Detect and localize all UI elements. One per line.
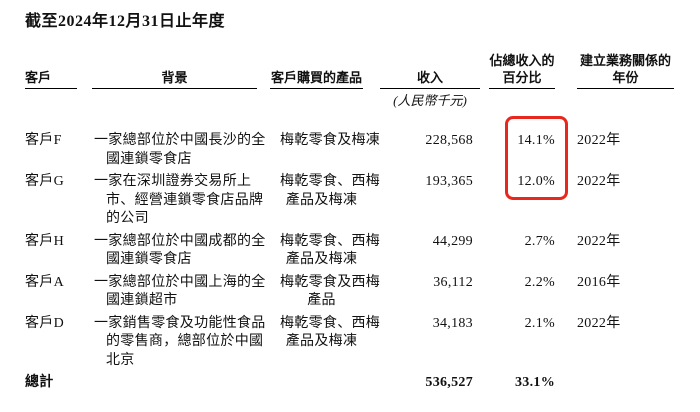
background-cell: 一家銷售零食及功能性食品 的零售商，總部位於中國 北京 [94, 315, 266, 368]
revenue-unit-label: (人民幣千元) [393, 93, 467, 108]
revenue-value: 34,183 [432, 315, 473, 331]
customer-label: 客戶A [25, 274, 65, 290]
revenue-value: 193,365 [425, 174, 473, 189]
revenue-unit-row: (人民幣千元) [25, 93, 674, 109]
customer-label: 客戶G [25, 174, 65, 189]
table-row: 客戶G 一家在深圳證券交易所上 市、經營連鎖零食店品牌 的公司 梅乾零食、西梅 產品及… [25, 173, 674, 229]
background-cell: 一家總部位於中國上海的全 國連鎖超市 [94, 274, 266, 309]
products-cell: 梅乾零食及梅凍 [280, 133, 381, 148]
header-cell-products: 客戶購買的產品 [270, 69, 363, 89]
percentage-value: 2.2% [524, 274, 555, 290]
table-row: 客戶F 一家總部位於中國長沙的全 國連鎖零食店 梅乾零食及梅凍 228,568 1… [25, 132, 674, 169]
total-revenue: 536,527 [425, 375, 473, 390]
products-cell: 梅乾零食、西梅 產品及梅凍 [280, 315, 381, 350]
revenue-value: 36,112 [433, 274, 473, 290]
background-cell: 一家總部位於中國成都的全 國連鎖零食店 [94, 233, 266, 268]
page-title: 截至2024年12月31日止年度 [25, 13, 226, 30]
year-value: 2022年 [577, 315, 621, 331]
customer-label: 客戶F [25, 133, 62, 148]
year-value: 2022年 [577, 133, 621, 148]
table-body: 客戶F 一家總部位於中國長沙的全 國連鎖零食店 梅乾零食及梅凍 228,568 1… [25, 132, 674, 370]
header-cell-background: 背景 [92, 69, 257, 89]
year-value: 2022年 [577, 233, 621, 249]
table-row: 客戶H 一家總部位於中國成都的全 國連鎖零食店 梅乾零食、西梅 產品及梅凍 44,2… [25, 233, 674, 270]
table-row: 客戶A 一家總部位於中國上海的全 國連鎖超市 梅乾零食及西梅 產品 36,112 2… [25, 274, 674, 311]
header-cell-year: 建立業務關係的 年份 [577, 52, 674, 89]
customer-label: 客戶H [25, 233, 65, 249]
percentage-value: 12.0% [517, 174, 555, 189]
percentage-value: 14.1% [517, 133, 555, 148]
header-cell-revenue: 收入 [380, 69, 480, 89]
header-cell-customer: 客戶 [25, 69, 77, 89]
total-row: 總計 536,527 33.1% [25, 374, 674, 393]
total-percentage: 33.1% [515, 375, 555, 390]
year-value: 2016年 [577, 274, 621, 290]
percentage-value: 2.1% [524, 315, 555, 331]
customer-label: 客戶D [25, 315, 65, 331]
revenue-value: 228,568 [425, 133, 473, 148]
year-value: 2022年 [577, 174, 621, 189]
revenue-value: 44,299 [432, 233, 473, 249]
background-cell: 一家在深圳證券交易所上 市、經營連鎖零食店品牌 的公司 [94, 174, 264, 226]
products-cell: 梅乾零食及西梅 產品 [280, 274, 381, 309]
total-label: 總計 [25, 375, 54, 390]
products-cell: 梅乾零食、西梅 產品及梅凍 [280, 174, 381, 208]
table-row: 客戶D 一家銷售零食及功能性食品 的零售商，總部位於中國 北京 梅乾零食、西梅 產品及… [25, 315, 674, 371]
customers-table: 客戶 背景 客戶購買的產品 收入 佔總收入的 百分比 建立業務關係的 年份 (人… [25, 52, 674, 393]
percentage-value: 2.7% [524, 233, 555, 249]
background-cell: 一家總部位於中國長沙的全 國連鎖零食店 [94, 133, 266, 167]
products-cell: 梅乾零食、西梅 產品及梅凍 [280, 233, 381, 268]
table-header: 客戶 背景 客戶購買的產品 收入 佔總收入的 百分比 建立業務關係的 年份 [25, 52, 674, 89]
header-cell-percentage: 佔總收入的 百分比 [489, 52, 555, 89]
